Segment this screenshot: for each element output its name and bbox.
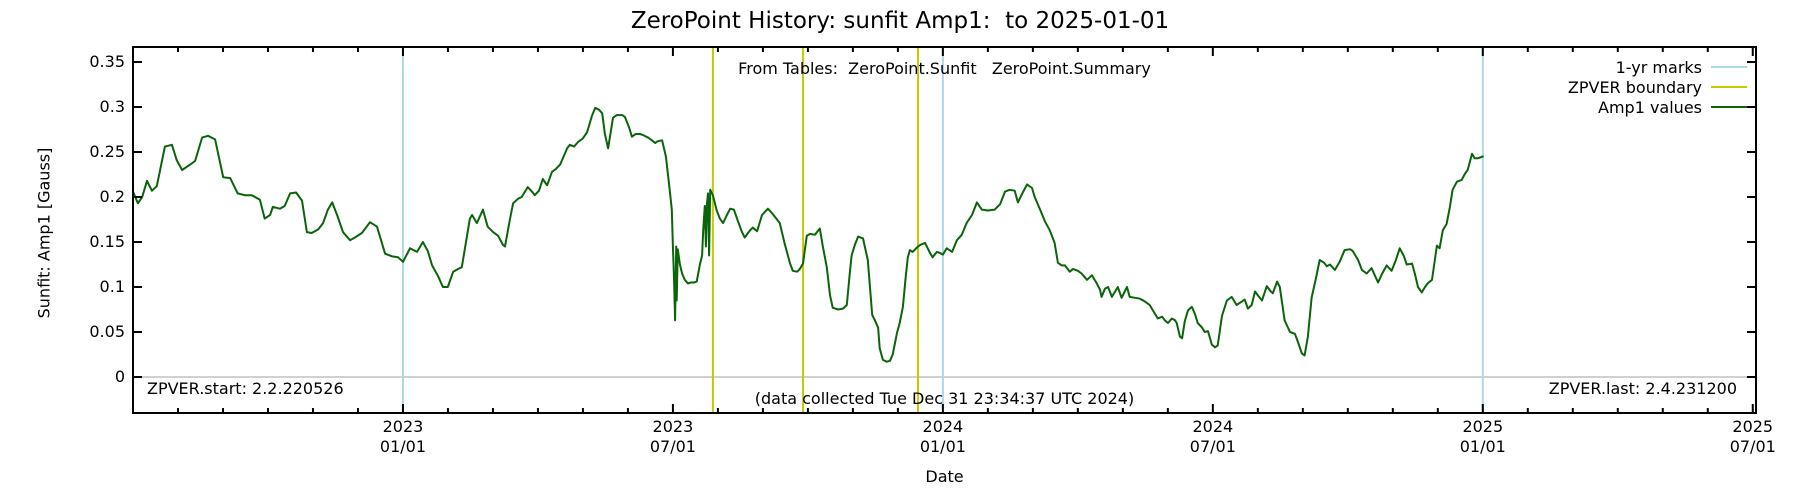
x-axis-title: Date <box>925 467 964 486</box>
legend-line-swatch <box>1711 86 1747 88</box>
zpver-last-annotation: ZPVER.last: 2.4.231200 <box>1548 379 1737 398</box>
y-tick-label: 0.25 <box>89 142 125 162</box>
legend-label: ZPVER boundary <box>1567 77 1702 97</box>
amp1-curve <box>132 106 1484 363</box>
legend-item-amp1-values: Amp1 values <box>1568 97 1747 117</box>
y-tick-label: 0.05 <box>89 322 125 341</box>
x-tick-label: 2024 01/01 <box>919 417 966 456</box>
x-tick-label: 2023 01/01 <box>379 417 426 456</box>
plot-border <box>132 46 1757 414</box>
y-tick-label: 0.3 <box>99 97 125 117</box>
y-tick-label: 0.1 <box>99 277 125 296</box>
y-tick-label: 0.35 <box>89 52 125 72</box>
y-tick-label: 0 <box>114 367 125 386</box>
x-tick-label: 2023 07/01 <box>649 417 696 456</box>
y-tick-label: 0.2 <box>99 187 125 207</box>
legend-label: Amp1 values <box>1598 97 1702 117</box>
legend-item-year-marks: 1-yr marks <box>1568 57 1747 77</box>
data-collected-annotation: (data collected Tue Dec 31 23:34:37 UTC … <box>754 389 1135 408</box>
x-tick-label: 2025 01/01 <box>1459 417 1506 456</box>
y-tick-label: 0.15 <box>89 232 125 251</box>
chart-title: ZeroPoint History: sunfit Amp1: to 2025-… <box>630 8 1170 34</box>
zpver-start-annotation: ZPVER.start: 2.2.220526 <box>147 379 344 398</box>
legend-item-zpver-boundary: ZPVER boundary <box>1568 77 1747 97</box>
legend: 1-yr marks ZPVER boundary Amp1 values <box>1568 57 1747 117</box>
from-tables-annotation: From Tables: ZeroPoint.Sunfit ZeroPoint.… <box>738 59 1151 78</box>
x-tick-label: 2024 07/01 <box>1189 417 1236 456</box>
legend-label: 1-yr marks <box>1615 57 1702 77</box>
x-tick-label: 2025 07/01 <box>1729 417 1776 456</box>
legend-line-swatch <box>1711 106 1747 108</box>
legend-line-swatch <box>1711 66 1747 68</box>
